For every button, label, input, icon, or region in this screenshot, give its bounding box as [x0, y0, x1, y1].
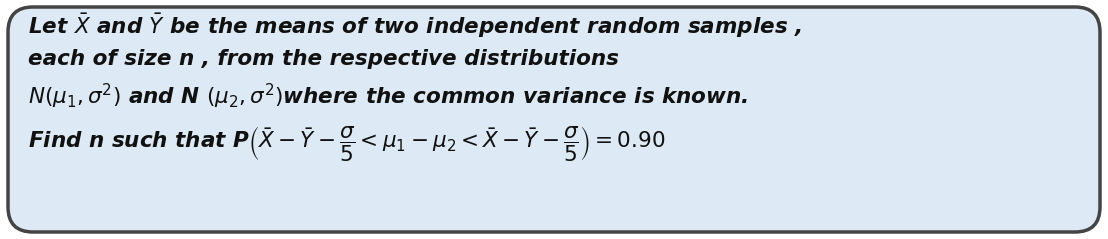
FancyBboxPatch shape: [8, 7, 1100, 232]
Text: Let $\bar{X}$ and $\bar{Y}$ be the means of two independent random samples ,
eac: Let $\bar{X}$ and $\bar{Y}$ be the means…: [28, 12, 802, 163]
